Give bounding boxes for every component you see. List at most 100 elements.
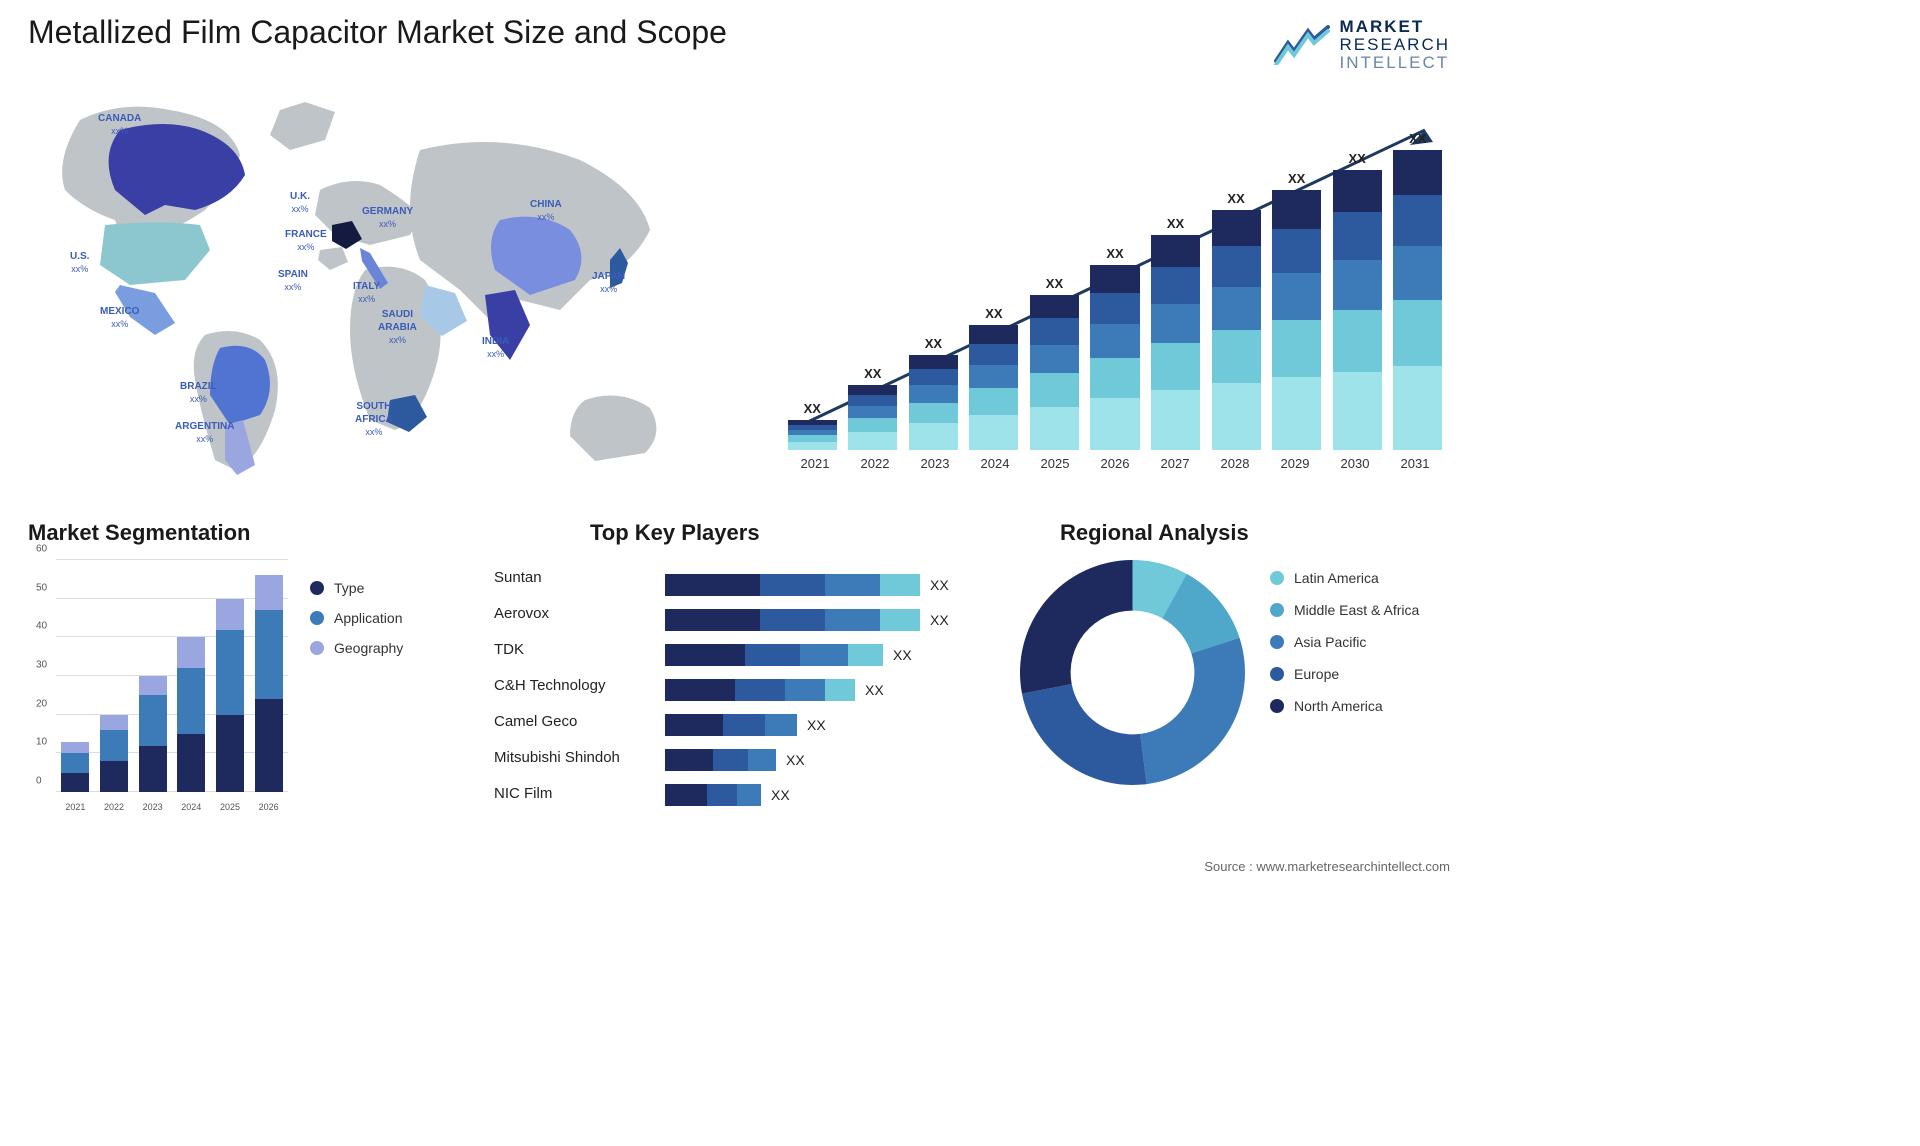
- growth-bar-chart: XXXXXXXXXXXXXXXXXXXXXX 20212022202320242…: [785, 100, 1445, 480]
- growth-bar-2031: XX: [1390, 131, 1445, 450]
- seg-year-label: 2025: [220, 802, 240, 812]
- map-label-uk: U.K.xx%: [290, 190, 310, 216]
- growth-year-label: 2028: [1205, 456, 1265, 480]
- map-label-china: CHINAxx%: [530, 198, 562, 224]
- region-legend-item: Asia Pacific: [1270, 634, 1419, 650]
- map-label-canada: CANADAxx%: [98, 112, 141, 138]
- seg-year-label: 2022: [104, 802, 124, 812]
- region-legend-label: Latin America: [1294, 570, 1379, 586]
- map-label-brazil: BRAZILxx%: [180, 380, 217, 406]
- player-bar-row: XX: [665, 609, 985, 631]
- region-legend-label: Asia Pacific: [1294, 634, 1366, 650]
- seg-bar-2022: [100, 715, 128, 792]
- player-value-label: XX: [930, 577, 949, 593]
- region-legend-item: Latin America: [1270, 570, 1419, 586]
- section-market-segmentation: Market Segmentation: [28, 520, 251, 546]
- growth-bar-2028: XX: [1209, 191, 1264, 450]
- map-label-us: U.S.xx%: [70, 250, 89, 276]
- player-name: Camel Geco: [494, 704, 620, 740]
- seg-y-tick: 30: [36, 660, 47, 671]
- player-value-label: XX: [771, 787, 790, 803]
- segmentation-legend: TypeApplicationGeography: [310, 580, 403, 670]
- growth-bar-2024: XX: [967, 306, 1022, 450]
- section-top-players: Top Key Players: [590, 520, 760, 546]
- seg-y-tick: 20: [36, 698, 47, 709]
- player-value-label: XX: [786, 752, 805, 768]
- player-bar-row: XX: [665, 714, 985, 736]
- world-map: CANADAxx% U.S.xx% MEXICOxx% BRAZILxx% ARGENT…: [20, 90, 740, 490]
- region-legend-item: Middle East & Africa: [1270, 602, 1419, 618]
- seg-bar-2023: [139, 676, 167, 792]
- region-legend-label: North America: [1294, 698, 1383, 714]
- growth-bar-2021: XX: [785, 401, 840, 450]
- source-credit: Source : www.marketresearchintellect.com: [1204, 859, 1450, 874]
- growth-year-label: 2026: [1085, 456, 1145, 480]
- growth-bar-2022: XX: [846, 366, 901, 450]
- seg-y-tick: 40: [36, 621, 47, 632]
- growth-year-label: 2030: [1325, 456, 1385, 480]
- growth-year-label: 2027: [1145, 456, 1205, 480]
- player-bar-row: XX: [665, 679, 985, 701]
- bar-value-label: XX: [925, 336, 942, 351]
- seg-y-tick: 60: [36, 544, 47, 555]
- bar-value-label: XX: [1106, 246, 1123, 261]
- player-name: Suntan: [494, 560, 620, 596]
- seg-y-tick: 0: [36, 776, 42, 787]
- bar-value-label: XX: [985, 306, 1002, 321]
- map-label-southafrica: SOUTHAFRICAxx%: [355, 400, 393, 439]
- growth-bar-2025: XX: [1027, 276, 1082, 450]
- growth-year-label: 2029: [1265, 456, 1325, 480]
- seg-bar-2025: [216, 599, 244, 792]
- seg-legend-item: Application: [310, 610, 403, 626]
- map-label-argentina: ARGENTINAxx%: [175, 420, 234, 446]
- player-bar-row: XX: [665, 644, 985, 666]
- seg-y-tick: 50: [36, 582, 47, 593]
- growth-year-label: 2023: [905, 456, 965, 480]
- bar-value-label: XX: [1227, 191, 1244, 206]
- growth-year-label: 2022: [845, 456, 905, 480]
- bar-value-label: XX: [1288, 171, 1305, 186]
- growth-year-label: 2024: [965, 456, 1025, 480]
- seg-year-label: 2021: [65, 802, 85, 812]
- donut-slice: [1140, 638, 1245, 784]
- player-name: Mitsubishi Shindoh: [494, 740, 620, 776]
- map-label-saudiarabia: SAUDIARABIAxx%: [378, 308, 417, 347]
- donut-slice: [1022, 684, 1147, 785]
- seg-year-label: 2026: [259, 802, 279, 812]
- page-title: Metallized Film Capacitor Market Size an…: [28, 14, 727, 51]
- player-value-label: XX: [930, 612, 949, 628]
- seg-bar-2024: [177, 637, 205, 792]
- growth-year-label: 2021: [785, 456, 845, 480]
- section-regional-analysis: Regional Analysis: [1060, 520, 1249, 546]
- seg-bar-2026: [255, 575, 283, 792]
- region-legend-label: Europe: [1294, 666, 1339, 682]
- player-name: C&H Technology: [494, 668, 620, 704]
- growth-bar-2029: XX: [1269, 171, 1324, 450]
- logo-text: MARKET RESEARCH INTELLECT: [1340, 18, 1450, 72]
- map-label-mexico: MEXICOxx%: [100, 305, 139, 331]
- seg-bar-2021: [61, 742, 89, 792]
- map-label-france: FRANCExx%: [285, 228, 327, 254]
- seg-year-label: 2023: [143, 802, 163, 812]
- player-value-label: XX: [893, 647, 912, 663]
- player-name: Aerovox: [494, 596, 620, 632]
- logo-line3: INTELLECT: [1340, 54, 1450, 72]
- region-legend-item: North America: [1270, 698, 1419, 714]
- player-bar-row: XX: [665, 749, 985, 771]
- regional-donut-chart: [1020, 560, 1245, 785]
- growth-bar-2030: XX: [1330, 151, 1385, 450]
- seg-legend-item: Type: [310, 580, 403, 596]
- growth-year-label: 2025: [1025, 456, 1085, 480]
- brand-logo: MARKET RESEARCH INTELLECT: [1274, 18, 1450, 72]
- region-legend-label: Middle East & Africa: [1294, 602, 1419, 618]
- seg-y-tick: 10: [36, 737, 47, 748]
- players-names: SuntanAerovoxTDKC&H TechnologyCamel Geco…: [494, 560, 620, 812]
- bar-value-label: XX: [1349, 151, 1366, 166]
- segmentation-chart: 0102030405060 202120222023202420252026: [28, 560, 288, 820]
- growth-bar-2023: XX: [906, 336, 961, 450]
- growth-bar-2026: XX: [1088, 246, 1143, 450]
- player-bar-row: XX: [665, 784, 985, 806]
- bar-value-label: XX: [1046, 276, 1063, 291]
- map-label-india: INDIAxx%: [482, 335, 509, 361]
- player-name: NIC Film: [494, 776, 620, 812]
